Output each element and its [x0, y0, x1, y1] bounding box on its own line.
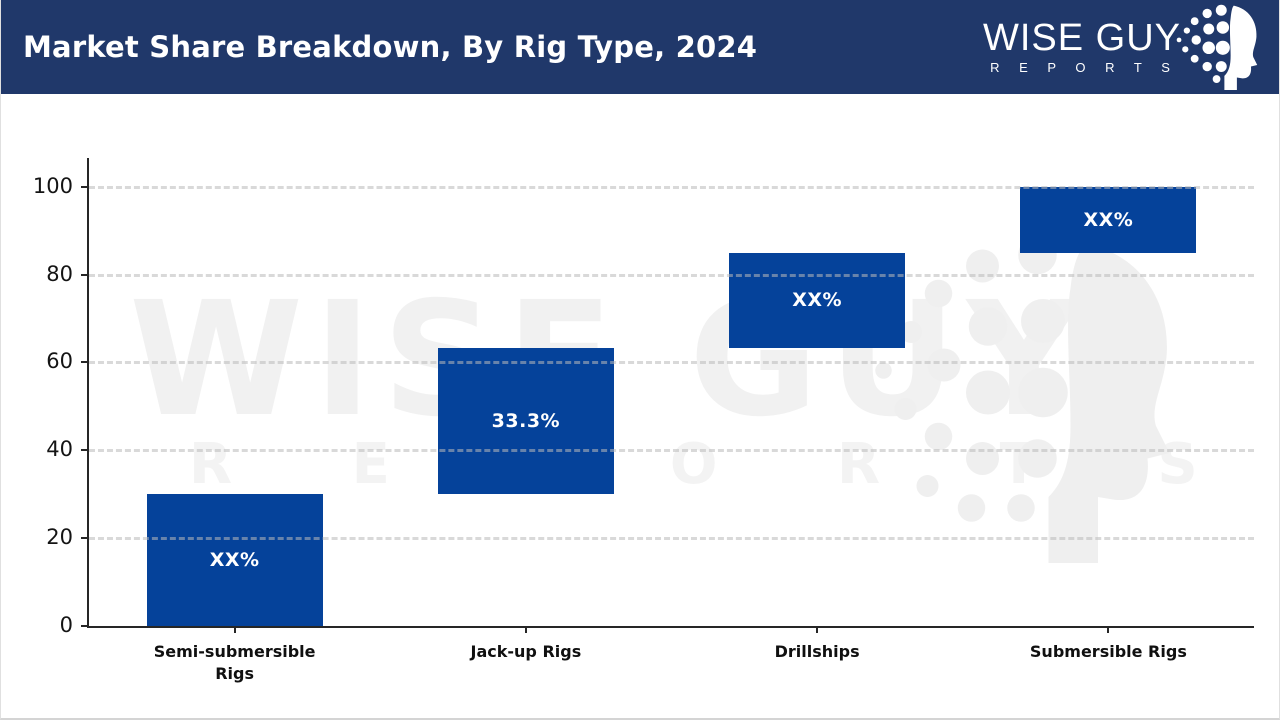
y-axis-tick	[81, 361, 89, 364]
gridline	[89, 537, 1254, 541]
bar-value-label: XX%	[1083, 208, 1134, 231]
x-axis-tick	[233, 626, 236, 633]
y-axis-tick	[81, 185, 89, 188]
bar-value-label: XX%	[792, 289, 843, 312]
y-tick-label: 60	[46, 349, 73, 374]
bar-value-label: 33.3%	[491, 410, 561, 433]
x-category-label: Jack-up Rigs	[470, 642, 582, 661]
x-category-label: Semi-submersible Rigs	[153, 642, 316, 683]
y-axis-tick	[81, 449, 89, 452]
header-bar: Market Share Breakdown, By Rig Type, 202…	[1, 0, 1279, 94]
page-title: Market Share Breakdown, By Rig Type, 202…	[23, 30, 758, 64]
y-axis-tick	[81, 273, 89, 276]
dotted-head-icon	[1176, 4, 1258, 90]
y-tick-label: 100	[32, 173, 73, 198]
y-tick-label: 80	[46, 261, 73, 286]
y-tick-label: 40	[46, 437, 73, 462]
wise-guy-logo-text: WISE GUY R E P O R T S	[982, 16, 1181, 76]
bar-segment: XX%	[146, 494, 323, 626]
bar-value-label: XX%	[209, 549, 260, 572]
x-axis-line	[87, 626, 1254, 628]
x-axis-tick	[816, 626, 819, 633]
logo-wordmark: WISE GUY	[982, 16, 1181, 59]
y-axis-tick	[81, 625, 89, 627]
gridline	[89, 361, 1254, 365]
wise-guy-logo: WISE GUY R E P O R T S	[983, 4, 1263, 90]
y-axis-tick	[81, 537, 89, 540]
gridline	[89, 273, 1254, 277]
gridline	[89, 185, 1254, 189]
x-axis-tick	[1107, 626, 1110, 633]
gridline	[89, 449, 1254, 453]
y-axis-line	[87, 158, 89, 628]
bar-segment: XX%	[1020, 186, 1197, 253]
x-category-label: Submersible Rigs	[1029, 642, 1187, 661]
y-tick-label: 20	[46, 525, 73, 550]
logo-subtitle: R E P O R T S	[990, 60, 1178, 76]
watermark-dotted-head-icon	[875, 235, 1170, 563]
bar-segment: XX%	[729, 252, 906, 348]
bar-segment: 33.3%	[437, 347, 614, 495]
x-category-label: Drillships	[774, 642, 860, 661]
x-axis-tick	[524, 626, 527, 633]
y-tick-label: 0	[59, 613, 73, 637]
